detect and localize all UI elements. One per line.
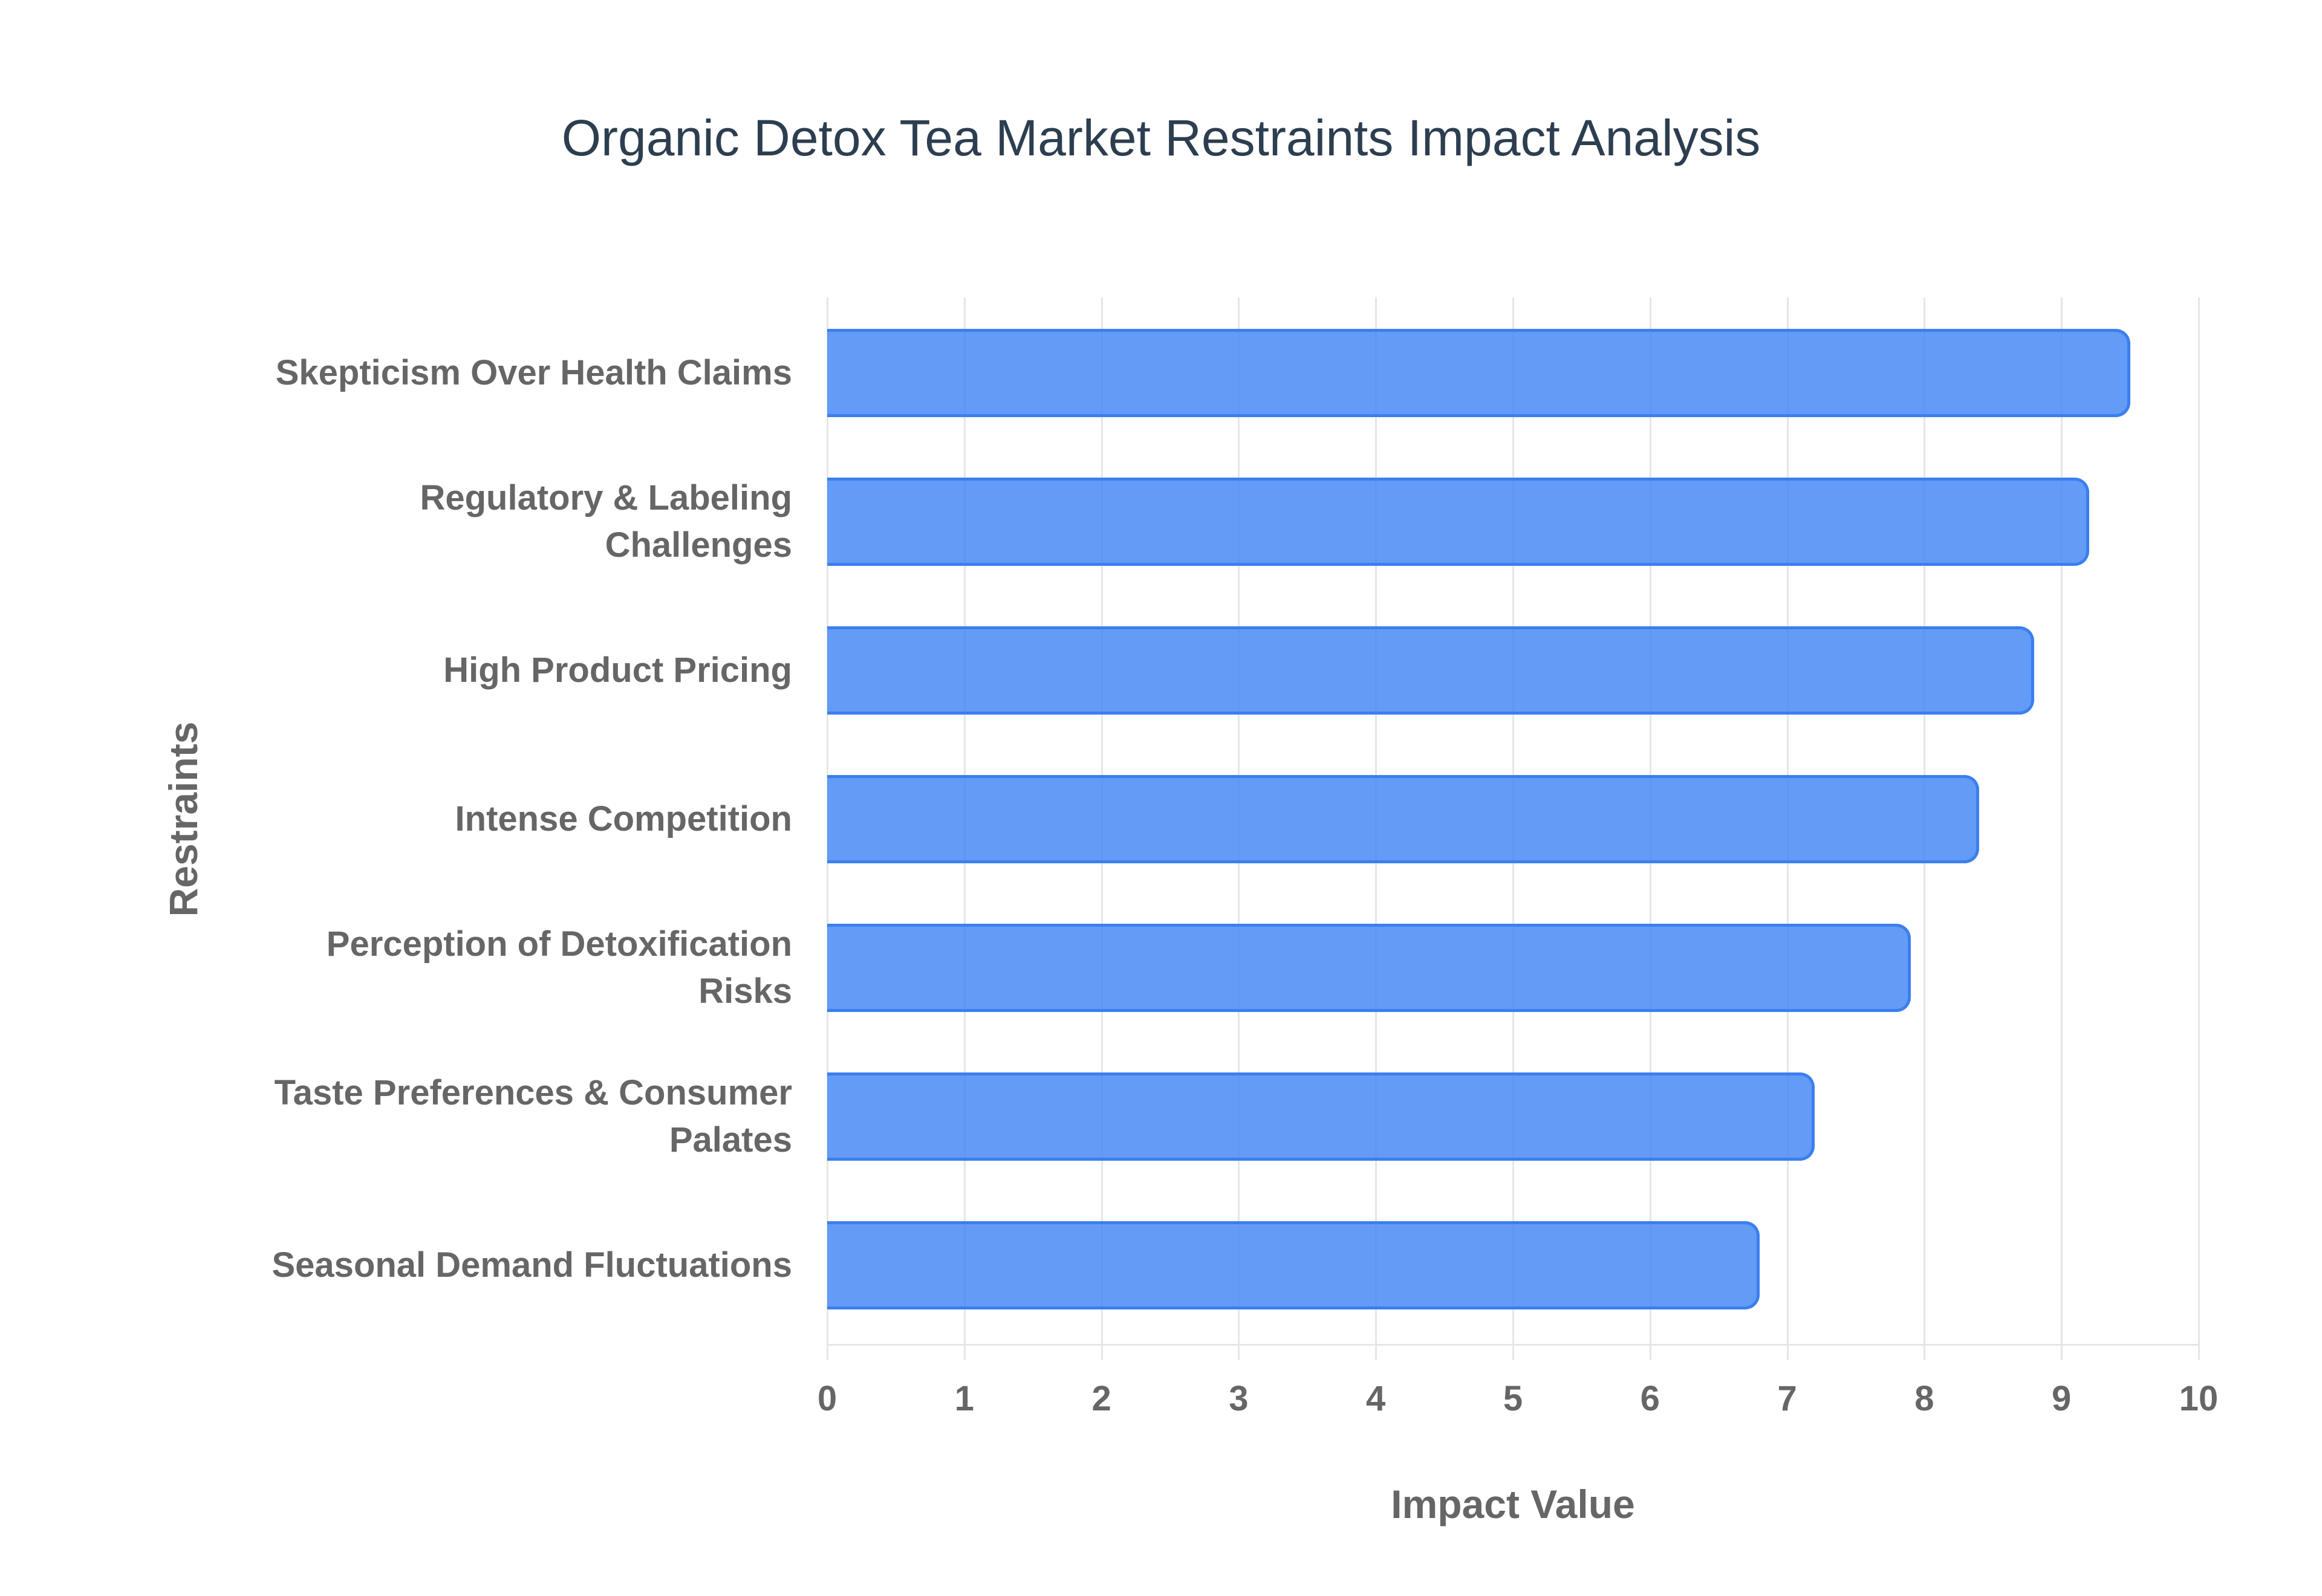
x-tick-label: 10 [2179,1379,2219,1418]
x-tick-label: 6 [1640,1379,1660,1418]
x-axis-title: Impact Value [1391,1482,1635,1526]
x-tick-label: 9 [2052,1379,2072,1418]
y-axis-title: Restraints [161,721,206,917]
bar[interactable] [827,1072,1815,1161]
x-tick-label: 4 [1366,1379,1386,1418]
y-tick-label: Perception of Detoxification Risks [326,924,792,1011]
bar[interactable] [827,626,2034,715]
x-tick-label: 3 [1229,1379,1249,1418]
bar[interactable] [827,329,2130,417]
y-tick-label: Taste Preferences & Consumer Palates [274,1073,792,1160]
y-tick-label: Intense Competition [455,799,792,839]
x-tick-label: 0 [817,1379,837,1418]
bar[interactable] [827,924,1911,1012]
y-tick-label: Seasonal Demand Fluctuations [272,1245,792,1285]
x-tick-label: 8 [1914,1379,1934,1418]
x-tick-label: 7 [1777,1379,1797,1418]
y-tick-label: High Product Pricing [443,650,792,690]
y-tick-label: Regulatory & Labeling Challenges [420,478,792,565]
gridline [2061,297,2063,1360]
bar[interactable] [827,775,1980,863]
bar[interactable] [827,1221,1760,1309]
y-tick-label: Skepticism Over Health Claims [275,353,792,392]
x-tick-label: 1 [954,1379,974,1418]
x-tick-label: 5 [1503,1379,1523,1418]
bar[interactable] [827,478,2089,566]
gridline [2198,297,2200,1360]
plot-area [827,297,2200,1360]
chart-title: Organic Detox Tea Market Restraints Impa… [561,109,1761,166]
x-tick-label: 2 [1091,1379,1111,1418]
